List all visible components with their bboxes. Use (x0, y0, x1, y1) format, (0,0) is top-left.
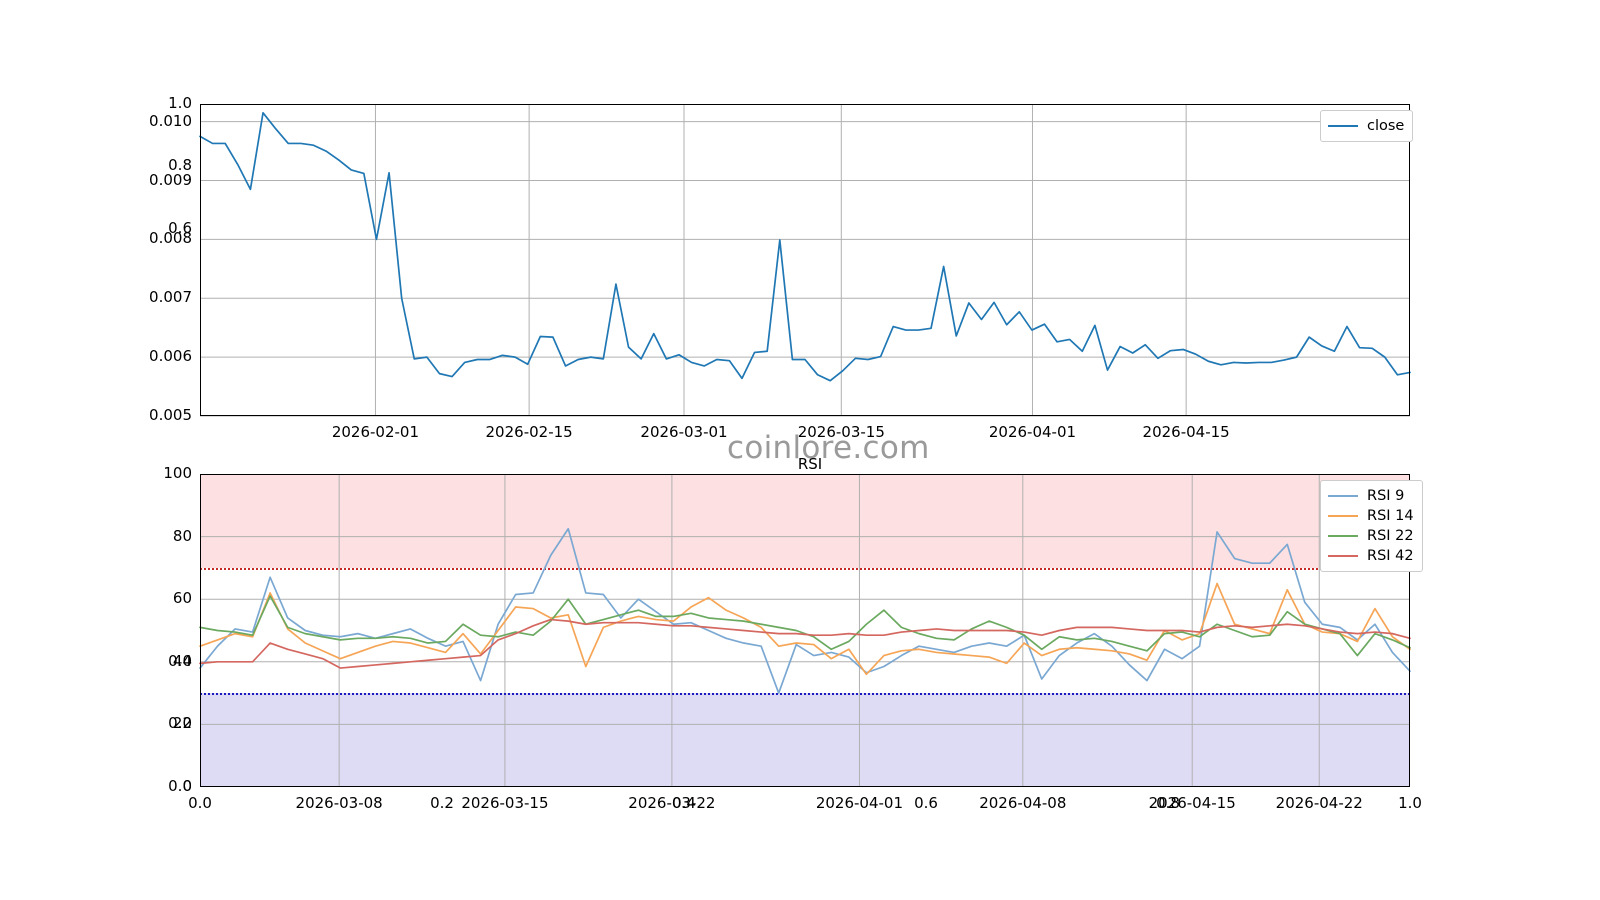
rsi-legend-item-rsi-42[interactable]: RSI 42 (1328, 546, 1414, 566)
rsi-panel-title: RSI (797, 455, 823, 473)
legend-swatch-icon (1328, 555, 1358, 557)
price-x-tick-2026-04-01: 2026-04-01 (988, 423, 1077, 441)
price-overlay-y-tick-0.6: 0.6 (168, 218, 192, 237)
price-legend-label: close (1367, 118, 1405, 134)
rsi-legend[interactable]: RSI 9 RSI 14 RSI 22 RSI 42 (1320, 480, 1423, 572)
rsi-y-tick-20: 20 (172, 714, 192, 733)
rsi-x-tick-2026-03-15: 2026-03-15 (461, 794, 549, 812)
price-y-tick-0.006: 0.006 (149, 347, 192, 366)
price-y-tick-0.009: 0.009 (149, 170, 192, 189)
rsi-y-tick-40: 40 (172, 651, 192, 670)
rsi-legend-label: RSI 14 (1367, 508, 1414, 524)
rsi-x-tick-2026-03-08: 2026-03-08 (295, 794, 383, 812)
rsi-legend-item-rsi-22[interactable]: RSI 22 (1328, 526, 1414, 546)
price-overlay-y-tick-0.8: 0.8 (168, 156, 192, 175)
rsi-overbought-band (200, 474, 1410, 568)
rsi-oversold-band (200, 693, 1410, 787)
rsi-x-tick-2026-04-01: 2026-04-01 (815, 794, 904, 812)
watermark-coinlore: coinlore.com (727, 430, 930, 466)
legend-swatch-icon (1328, 495, 1358, 497)
price-legend[interactable]: close (1320, 110, 1414, 142)
rsi-overlay-x-tick-0.4: 0.4 (672, 794, 696, 812)
rsi-legend-item-rsi-14[interactable]: RSI 14 (1328, 506, 1414, 526)
rsi-overlay-x-tick-1.0: 1.0 (1398, 794, 1422, 812)
price-overlay-y-tick-1.0: 1.0 (168, 94, 192, 112)
rsi-legend-label: RSI 9 (1367, 488, 1405, 504)
rsi-x-tick-2026-03-22: 2026-03-22 (628, 794, 716, 812)
rsi-overlay-y-tick-0.4: 0.4 (168, 651, 192, 670)
price-x-tick-2026-03-01: 2026-03-01 (640, 423, 728, 441)
price-chart-panel (199, 104, 1411, 417)
price-series-close (199, 111, 1411, 382)
legend-swatch-icon (1328, 535, 1358, 537)
rsi-overlay-x-tick-0.0: 0.0 (188, 794, 212, 812)
price-y-tick-0.010: 0.010 (149, 111, 192, 130)
rsi-overlay-x-tick-0.6: 0.6 (914, 794, 938, 812)
rsi-overlay-y-tick-0.2: 0.2 (168, 714, 192, 733)
price-y-tick-0.005: 0.005 (149, 406, 192, 424)
rsi-overlay-x-tick-0.8: 0.8 (1156, 794, 1180, 812)
rsi-x-tick-2026-04-15: 2026-04-15 (1148, 794, 1236, 812)
price-y-tick-0.008: 0.008 (149, 229, 192, 248)
rsi-oversold-threshold-line (200, 693, 1410, 696)
rsi-legend-item-rsi-9[interactable]: RSI 9 (1328, 486, 1414, 506)
rsi-gridlines (200, 474, 1410, 787)
price-x-tick-2026-04-15: 2026-04-15 (1142, 423, 1230, 441)
rsi-y-tick-0: 0 (182, 777, 192, 795)
rsi-chart-panel (199, 474, 1411, 787)
rsi-overbought-threshold-line (200, 567, 1410, 570)
rsi-x-tick-2026-04-22: 2026-04-22 (1275, 794, 1363, 812)
price-x-tick-2026-02-15: 2026-02-15 (485, 423, 573, 441)
rsi-series-lines (199, 527, 1411, 694)
rsi-x-tick-2026-04-08: 2026-04-08 (979, 794, 1067, 812)
legend-swatch-icon (1328, 515, 1358, 517)
rsi-overlay-y-tick-0.0: 0.0 (168, 777, 192, 795)
rsi-y-tick-80: 80 (172, 526, 192, 545)
rsi-y-tick-100: 100 (163, 464, 192, 482)
rsi-legend-label: RSI 22 (1367, 528, 1414, 544)
price-y-tick-0.007: 0.007 (149, 288, 192, 307)
price-x-tick-2026-03-15: 2026-03-15 (797, 423, 885, 441)
rsi-overlay-x-tick-0.2: 0.2 (430, 794, 454, 812)
price-legend-item-close[interactable]: close (1328, 116, 1404, 136)
rsi-y-tick-60: 60 (172, 589, 192, 608)
rsi-legend-label: RSI 42 (1367, 548, 1414, 564)
legend-swatch-icon (1328, 125, 1358, 127)
price-x-tick-2026-02-01: 2026-02-01 (331, 423, 420, 441)
